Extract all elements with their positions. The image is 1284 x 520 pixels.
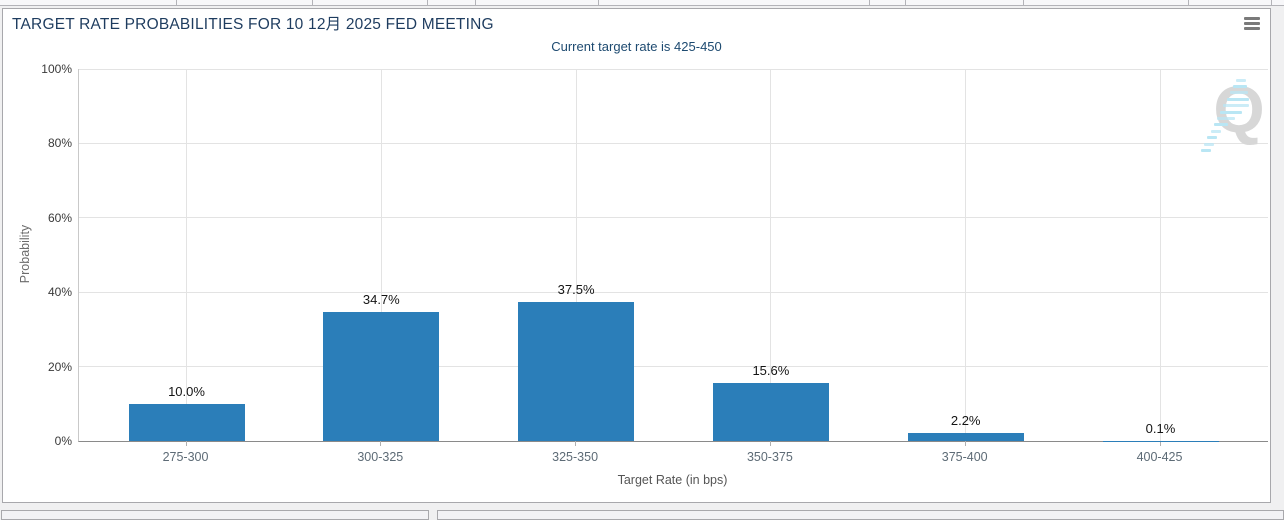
y-axis-title: Probability <box>18 154 32 354</box>
bar-value-label: 34.7% <box>311 292 451 307</box>
x-tick-mark <box>380 441 381 446</box>
cropped-bottom-panel-right <box>437 510 1284 520</box>
header-row-divider <box>176 0 177 5</box>
y-tick-label: 0% <box>12 434 72 448</box>
gridline-horizontal <box>79 366 1268 367</box>
x-tick-label: 300-325 <box>310 450 450 464</box>
header-row-divider <box>475 0 476 5</box>
cropped-header-row <box>0 0 1284 6</box>
x-axis-title: Target Rate (in bps) <box>78 473 1267 487</box>
x-tick-mark <box>186 441 187 446</box>
x-tick-mark <box>965 441 966 446</box>
menu-button[interactable] <box>1243 17 1261 33</box>
y-tick-label: 100% <box>12 62 72 76</box>
x-tick-mark <box>770 441 771 446</box>
bar-value-label: 0.1% <box>1091 421 1231 436</box>
hamburger-icon <box>1243 17 1261 30</box>
probability-bar <box>518 302 634 442</box>
gridline-horizontal <box>79 292 1268 293</box>
x-tick-mark <box>1160 441 1161 446</box>
gridline-vertical <box>965 69 966 441</box>
bar-value-label: 2.2% <box>896 413 1036 428</box>
probability-bar <box>713 383 829 441</box>
chart-subtitle: Current target rate is 425-450 <box>3 39 1270 54</box>
header-row-divider <box>312 0 313 5</box>
x-tick-label: 275-300 <box>116 450 256 464</box>
x-tick-mark <box>575 441 576 446</box>
header-row-divider <box>1023 0 1024 5</box>
header-row-divider <box>427 0 428 5</box>
bar-value-label: 10.0% <box>117 384 257 399</box>
gridline-horizontal <box>79 143 1268 144</box>
plot-area: 10.0% 34.7% 37.5% 15.6% 2.2% 0.1% <box>78 69 1268 442</box>
gridline-horizontal <box>79 217 1268 218</box>
probability-bar <box>908 433 1024 441</box>
header-row-divider <box>905 0 906 5</box>
cropped-bottom-panel-left <box>1 510 429 520</box>
x-tick-label: 375-400 <box>895 450 1035 464</box>
gridline-vertical <box>1160 69 1161 441</box>
probability-bar <box>323 312 439 441</box>
header-row-divider <box>869 0 870 5</box>
fedwatch-panel: TARGET RATE PROBABILITIES FOR 10 12月 202… <box>2 8 1271 503</box>
header-row-divider <box>1188 0 1189 5</box>
bar-value-label: 15.6% <box>701 363 841 378</box>
y-tick-label: 60% <box>12 211 72 225</box>
x-tick-label: 400-425 <box>1090 450 1230 464</box>
x-tick-label: 350-375 <box>700 450 840 464</box>
probability-bar <box>129 404 245 441</box>
gridline-horizontal <box>79 69 1268 70</box>
header-row-divider <box>598 0 599 5</box>
y-tick-label: 80% <box>12 136 72 150</box>
x-tick-label: 325-350 <box>505 450 645 464</box>
y-tick-label: 20% <box>12 360 72 374</box>
header-row-divider <box>1271 0 1272 5</box>
panel-title: TARGET RATE PROBABILITIES FOR 10 12月 202… <box>12 12 494 34</box>
bar-value-label: 37.5% <box>506 282 646 297</box>
y-tick-label: 40% <box>12 285 72 299</box>
